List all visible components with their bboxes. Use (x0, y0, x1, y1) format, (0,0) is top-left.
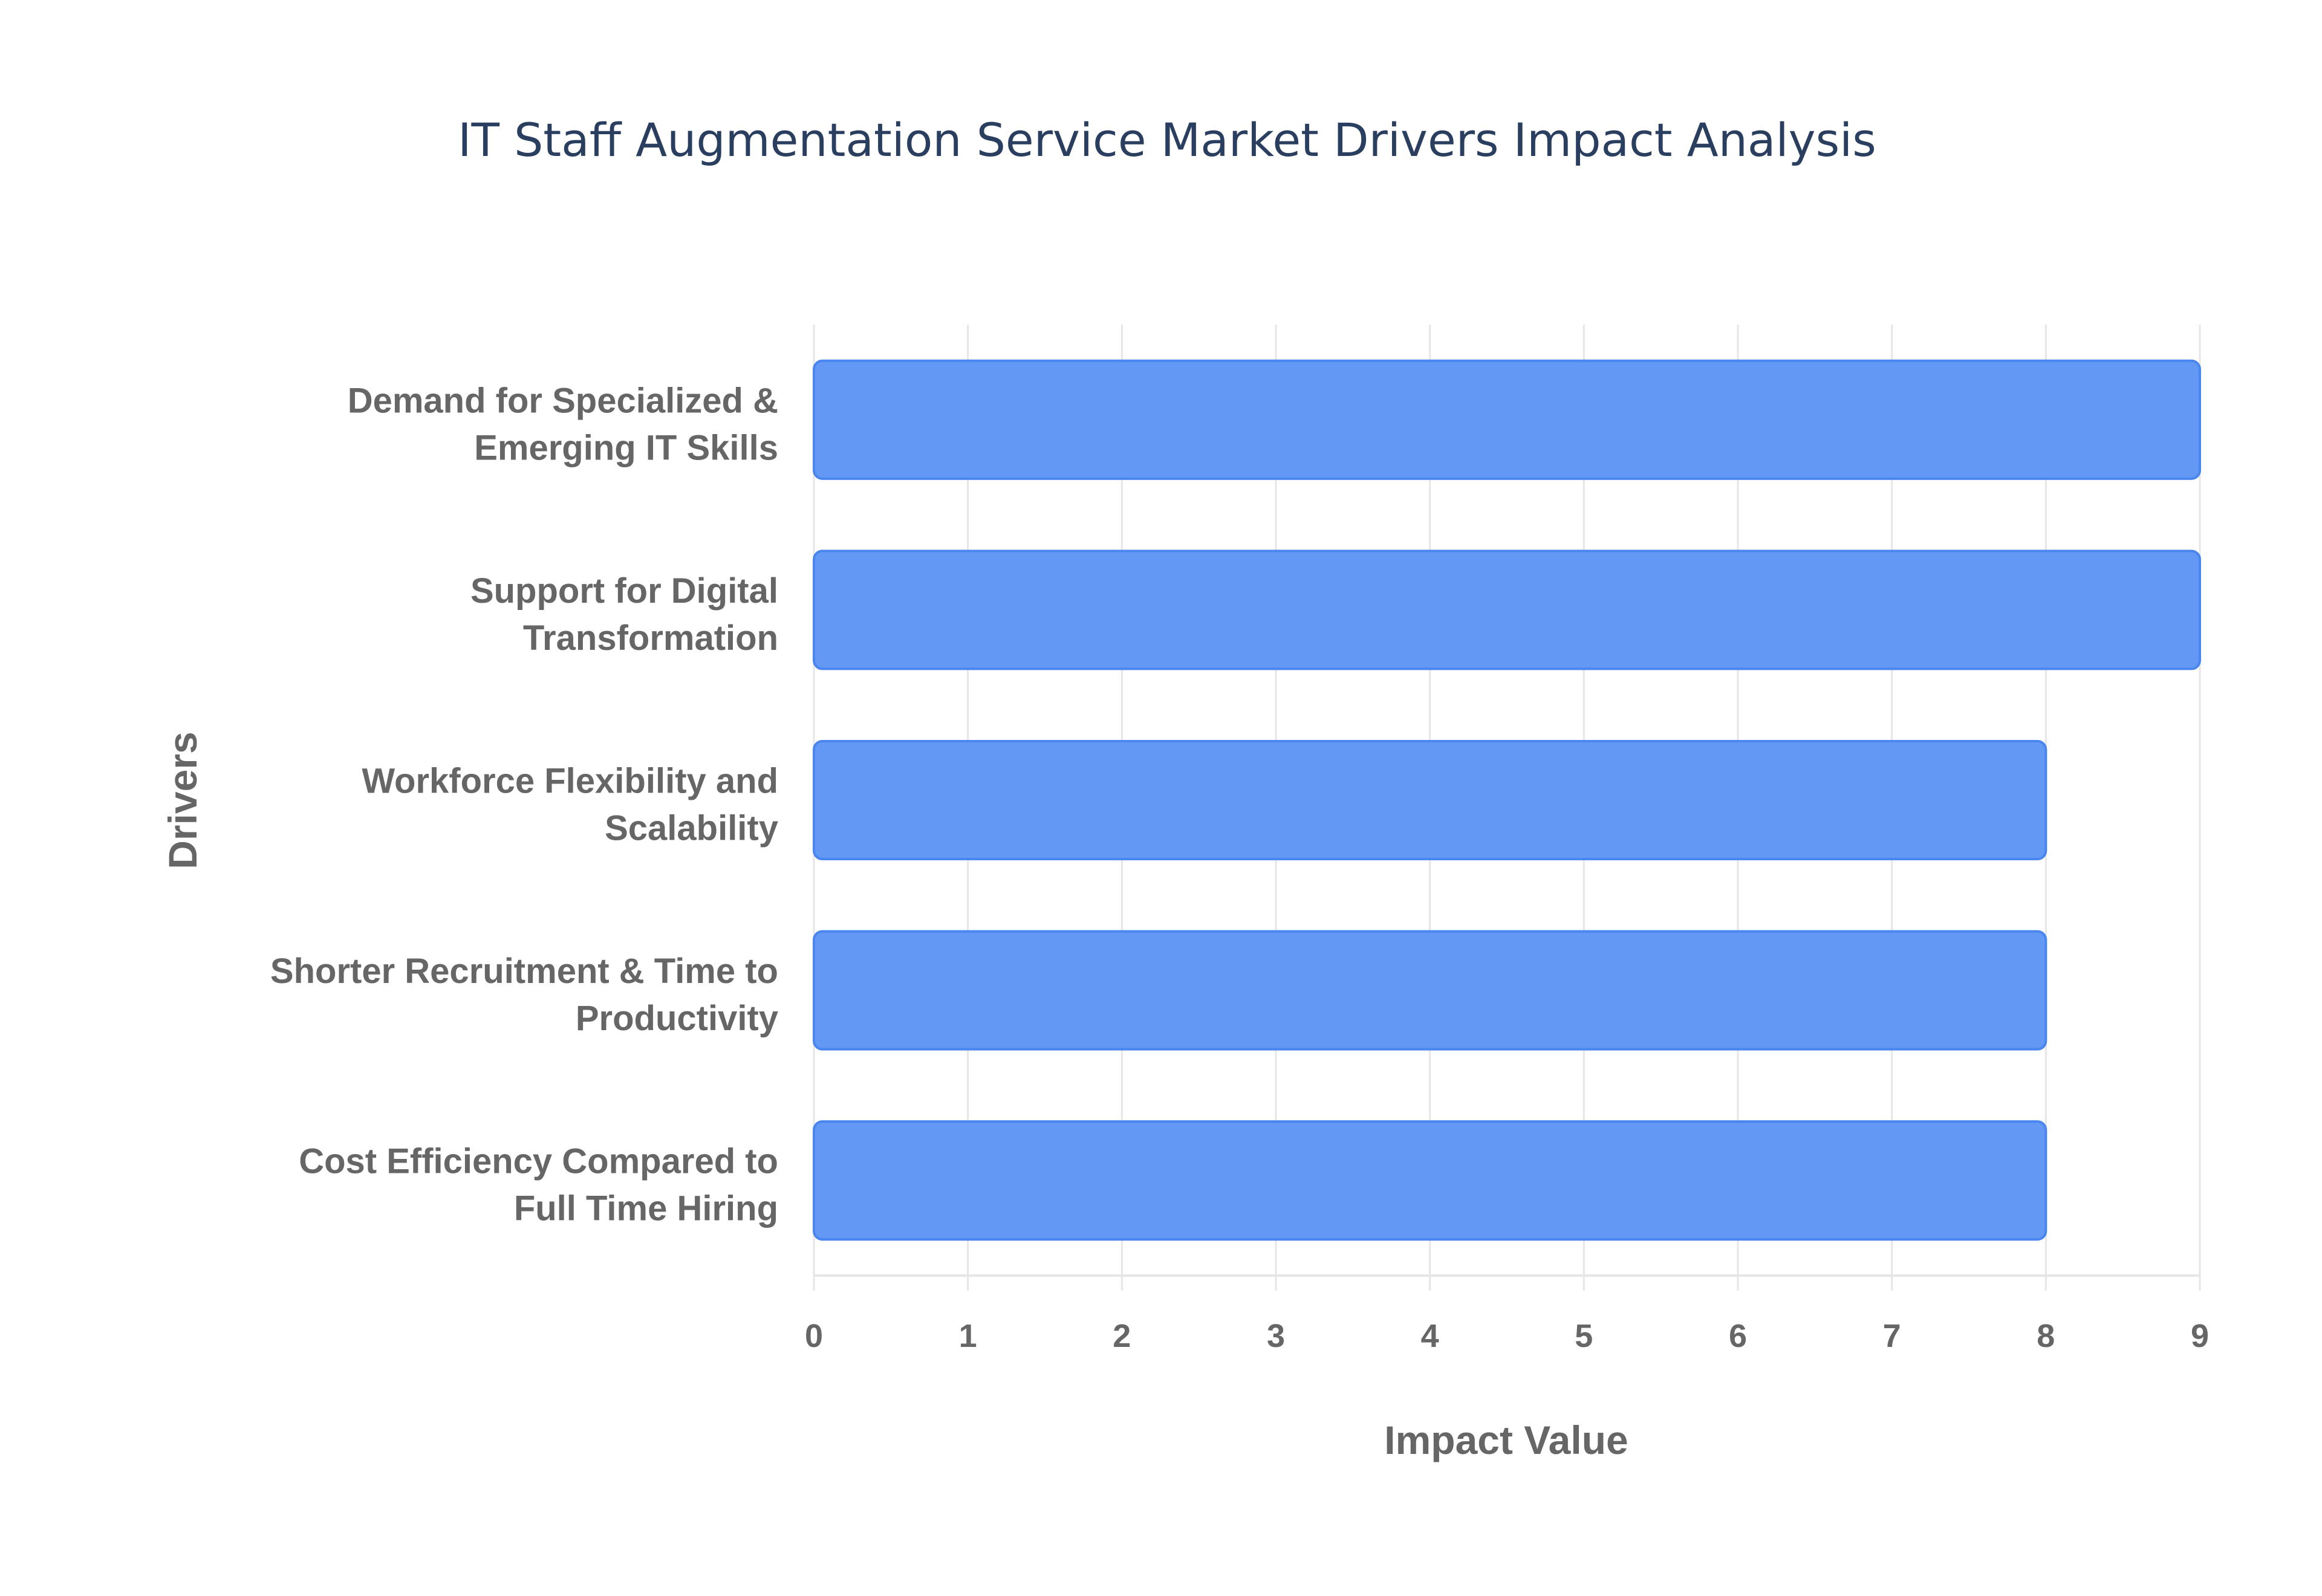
y-axis-title: Drivers (160, 731, 205, 869)
chart-title: IT Staff Augmentation Service Market Dri… (458, 113, 1876, 167)
bars (813, 359, 2201, 1241)
x-tick-label: 6 (1729, 1318, 1747, 1354)
x-tick-label: 2 (1113, 1318, 1131, 1354)
y-category-label: Full Time Hiring (514, 1189, 778, 1228)
bar (813, 739, 2047, 861)
y-category-label: Emerging IT Skills (474, 428, 778, 467)
y-category-label: Demand for Specialized & (348, 381, 778, 420)
bar (813, 1120, 2047, 1241)
x-tick-label: 3 (1267, 1318, 1285, 1354)
y-category-label: Support for Digital (470, 571, 778, 611)
bar (813, 550, 2201, 670)
x-axis-title: Impact Value (1384, 1418, 1628, 1462)
y-category-label: Transformation (523, 618, 778, 658)
x-tick-label: 9 (2191, 1318, 2209, 1354)
y-axis-labels: Demand for Specialized & Emerging IT Skil… (270, 381, 778, 1228)
bar (813, 359, 2201, 480)
x-tick-label: 8 (2037, 1318, 2055, 1354)
x-tick-label: 0 (805, 1318, 823, 1354)
y-category-label: Scalability (605, 809, 778, 848)
x-tick-label: 4 (1421, 1318, 1439, 1354)
y-category-label: Shorter Recruitment & Time to (270, 952, 778, 991)
bar (813, 930, 2047, 1051)
y-category-label: Workforce Flexibility and (362, 762, 778, 801)
y-category-label: Productivity (576, 999, 778, 1038)
x-tick-label: 7 (1883, 1318, 1901, 1354)
x-axis-ticks: 0 1 2 3 4 5 6 7 8 9 (805, 1318, 2209, 1354)
x-tick-label: 5 (1575, 1318, 1593, 1354)
x-tick-label: 1 (959, 1318, 977, 1354)
y-category-label: Cost Efficiency Compared to (299, 1142, 778, 1181)
